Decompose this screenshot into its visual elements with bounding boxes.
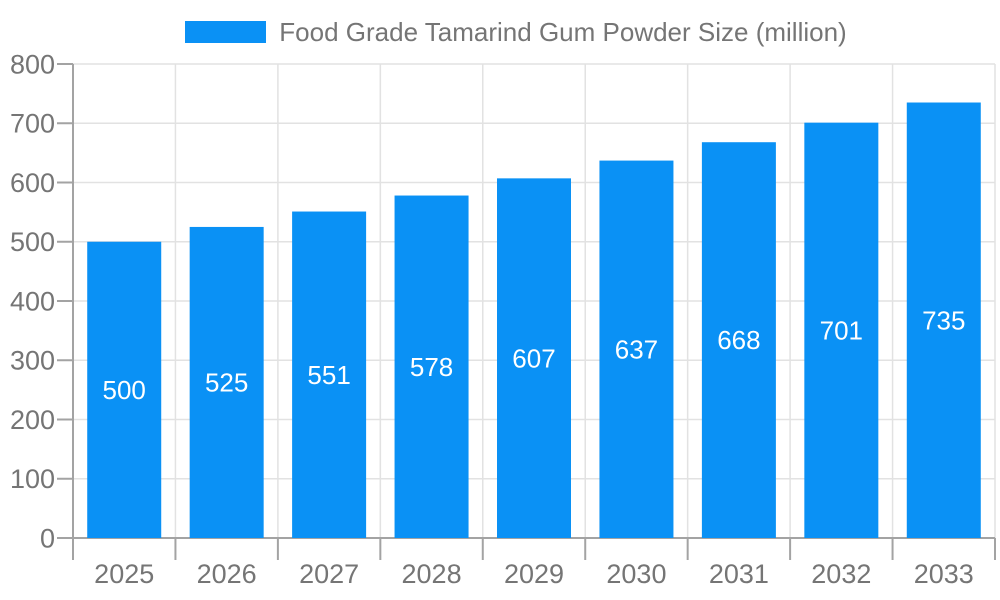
bar-2032[interactable] [804, 122, 879, 538]
y-tick-label: 700 [10, 109, 55, 139]
y-tick-label: 200 [10, 405, 55, 435]
x-tick-label: 2030 [606, 559, 666, 589]
bar-value-label: 500 [103, 375, 146, 405]
y-tick-label: 100 [10, 464, 55, 494]
legend-swatch [185, 21, 267, 43]
chart-legend[interactable]: Food Grade Tamarind Gum Powder Size (mil… [0, 16, 1000, 48]
bar-2030[interactable] [599, 160, 674, 538]
bar-value-label: 607 [512, 343, 555, 373]
x-tick-label: 2026 [197, 559, 257, 589]
bar-2025[interactable] [87, 241, 162, 538]
bar-value-label: 735 [922, 305, 965, 335]
y-tick-label: 400 [10, 286, 55, 316]
bar-2028[interactable] [394, 195, 469, 538]
y-tick-label: 500 [10, 227, 55, 257]
x-tick-label: 2032 [811, 559, 871, 589]
bar-value-label: 701 [820, 315, 863, 345]
x-tick-label: 2025 [94, 559, 154, 589]
bar-2026[interactable] [189, 226, 264, 538]
x-tick-label: 2028 [402, 559, 462, 589]
bar-value-label: 551 [307, 360, 350, 390]
x-tick-label: 2033 [914, 559, 974, 589]
x-tick-label: 2027 [299, 559, 359, 589]
bar-value-label: 637 [615, 334, 658, 364]
x-tick-label: 2031 [709, 559, 769, 589]
y-tick-label: 800 [10, 49, 55, 79]
y-tick-label: 0 [40, 523, 55, 553]
x-tick-label: 2029 [504, 559, 564, 589]
y-tick-label: 600 [10, 168, 55, 198]
bar-2031[interactable] [701, 142, 776, 538]
bar-2029[interactable] [497, 178, 571, 539]
bar-2033[interactable] [906, 102, 981, 538]
bar-2027[interactable] [292, 211, 367, 538]
bar-value-label: 578 [410, 352, 453, 382]
bar-value-label: 525 [205, 368, 248, 398]
legend-label: Food Grade Tamarind Gum Powder Size (mil… [279, 16, 847, 47]
bar-value-label: 668 [717, 325, 760, 355]
y-tick-label: 300 [10, 346, 55, 376]
